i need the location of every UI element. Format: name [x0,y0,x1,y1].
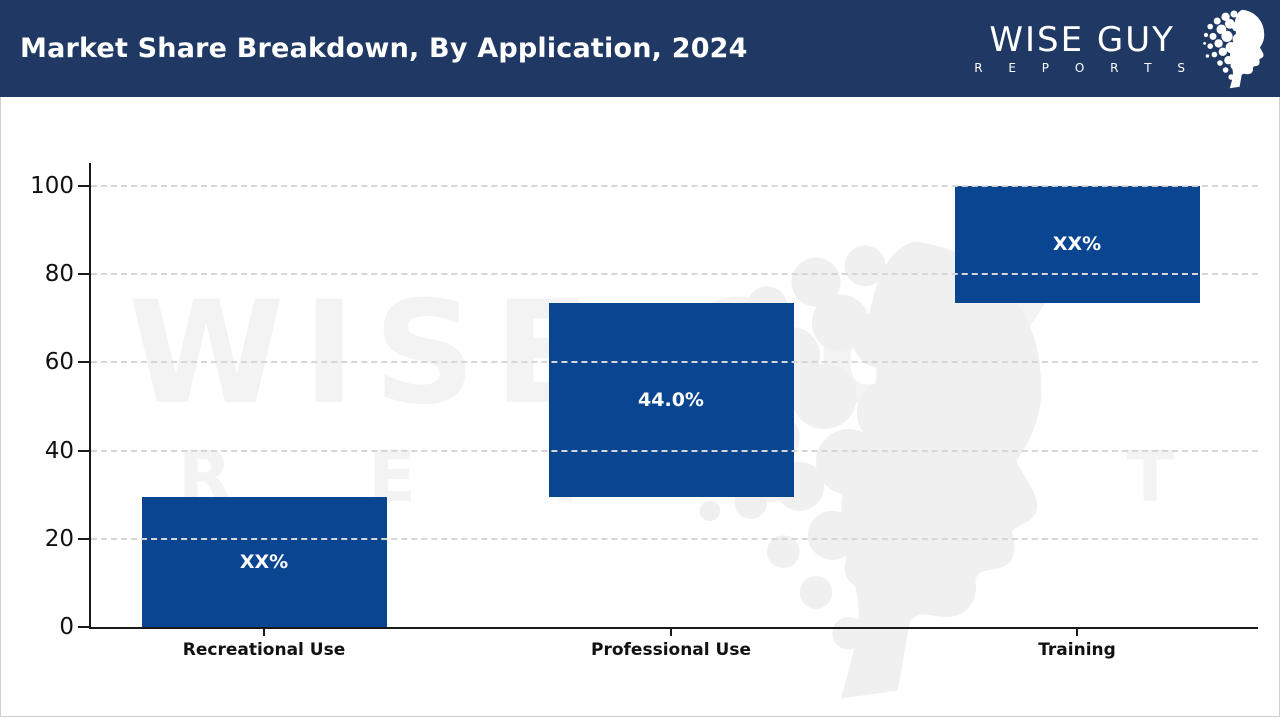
category-label-training: Training [1038,640,1116,660]
gridline-100 [91,185,1258,187]
y-tick-label-60: 60 [44,349,74,376]
y-tick-0 [78,626,89,628]
y-tick-60 [78,361,89,364]
brand-wordmark: WISE GUY R E P O R T S [968,23,1196,74]
brand-logo: WISE GUY R E P O R T S [968,7,1270,91]
category-label-recreational-use: Recreational Use [182,640,346,660]
y-tick-80 [78,273,89,276]
page-title: Market Share Breakdown, By Application, … [20,33,748,64]
bar-label-professional-use: 44.0% [638,388,704,411]
bar-professional-use: 44.0% [548,302,794,497]
header: Market Share Breakdown, By Application, … [0,0,1280,97]
gridline-60 [91,361,1258,364]
brand-name: WISE GUY [989,20,1175,60]
y-tick-20 [78,537,89,540]
y-tick-40 [78,449,89,452]
x-tick-professional-use [670,629,672,636]
bar-label-recreational-use: XX% [239,550,289,573]
x-tick-recreational-use [263,629,265,636]
y-tick-label-20: 20 [44,525,74,552]
x-tick-training [1076,629,1078,636]
y-tick-100 [78,185,89,187]
gridline-80 [91,273,1258,276]
bar-training: XX% [954,186,1200,303]
gridline-20 [91,537,1258,540]
y-tick-label-80: 80 [44,261,74,288]
y-tick-label-40: 40 [44,437,74,464]
y-tick-label-100: 100 [30,173,74,199]
bar-label-training: XX% [1052,233,1102,256]
logo-face-icon [1203,9,1265,88]
bar-recreational-use: XX% [141,496,387,627]
x-axis-line [89,627,1258,629]
brand-subtitle: R E P O R T S [974,61,1196,75]
gridline-40 [91,449,1258,452]
category-label-professional-use: Professional Use [591,640,751,660]
y-axis-line [89,163,91,629]
y-tick-label-0: 0 [59,614,74,640]
